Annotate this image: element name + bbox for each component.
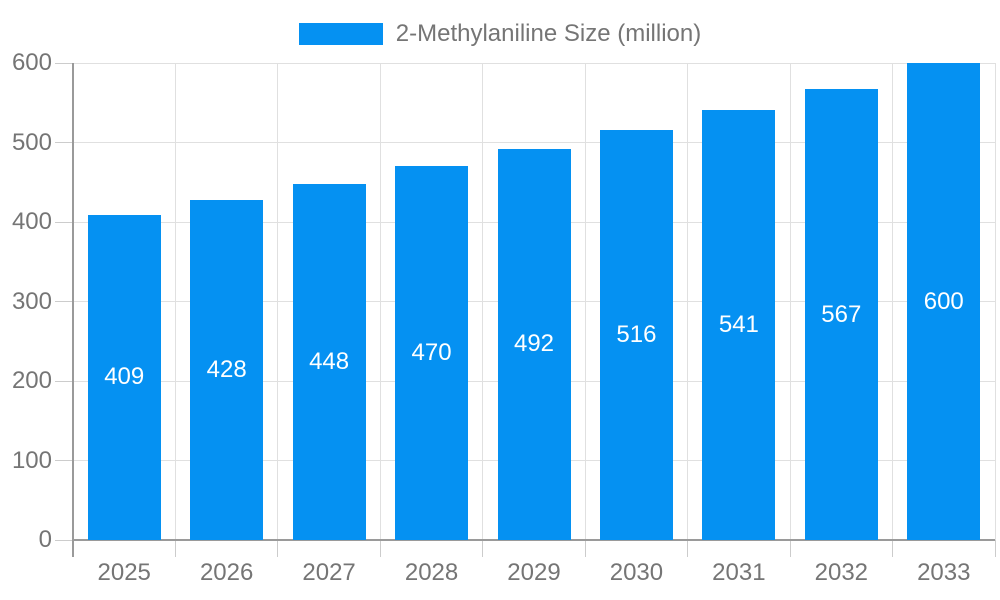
x-tick [584,540,586,557]
legend-label: 2-Methylaniline Size (million) [395,20,702,47]
y-axis-label: 500 [11,128,52,156]
x-tick [994,540,996,557]
v-gridline [892,63,894,540]
h-gridline [73,62,995,64]
x-axis-label: 2026 [199,559,254,586]
v-gridline [277,63,279,540]
x-axis-label: 2032 [814,559,869,586]
legend-swatch-icon [298,23,383,45]
y-axis-label: 400 [11,208,52,235]
bar-2028[interactable] [395,166,469,540]
h-gridline [73,142,995,143]
v-gridline [584,63,586,540]
bar-value-label: 470 [411,339,452,367]
x-axis-label: 2027 [302,559,356,586]
x-axis-label: 2033 [917,559,971,586]
v-gridline [687,63,689,540]
x-tick [892,540,894,557]
bar-2027[interactable] [292,183,366,540]
x-tick [789,540,791,557]
x-axis-line [73,539,995,541]
y-axis-label: 0 [38,526,52,553]
x-axis-label: 2029 [507,559,561,586]
v-gridline [994,63,996,540]
x-axis-label: 2028 [404,559,459,586]
y-axis-line [72,63,74,557]
bar-value-label: 409 [104,363,145,391]
x-axis-label: 2025 [97,559,151,586]
legend: 2-Methylaniline Size (million) [0,20,1000,48]
bar-2032[interactable] [804,89,878,540]
v-gridline [379,63,381,540]
y-tick [55,62,73,64]
bar-2033[interactable] [907,63,981,540]
y-axis-label: 600 [11,49,52,76]
x-axis-label: 2030 [609,559,664,586]
bar-value-label: 516 [616,320,657,348]
y-axis-label: 300 [11,287,52,315]
bar-value-label: 448 [309,347,350,375]
y-axis-label: 200 [11,367,52,394]
x-tick [379,540,381,557]
v-gridline [482,63,484,540]
x-tick [174,540,176,557]
x-axis-label: 2031 [712,559,766,586]
bar-2029[interactable] [497,148,571,540]
bar-value-label: 492 [513,330,555,358]
y-tick [55,380,73,382]
bar-value-label: 600 [923,287,964,315]
v-gridline [174,63,176,540]
v-gridline [789,63,791,540]
legend-item[interactable]: 2-Methylaniline Size (million) [298,20,702,48]
y-axis-label: 100 [11,446,52,474]
bar-2030[interactable] [599,129,673,540]
x-tick [482,540,484,557]
y-tick [55,142,73,143]
y-tick [55,539,73,541]
bar-value-label: 567 [821,300,862,328]
x-tick [277,540,279,557]
y-tick [55,301,73,302]
y-tick [55,460,73,461]
bar-2025[interactable] [87,214,161,540]
y-tick [55,221,73,223]
x-tick [687,540,689,557]
bar-value-label: 541 [718,310,759,338]
bar-2031[interactable] [702,109,776,540]
bar-2026[interactable] [190,199,264,540]
bar-value-label: 428 [206,355,247,383]
